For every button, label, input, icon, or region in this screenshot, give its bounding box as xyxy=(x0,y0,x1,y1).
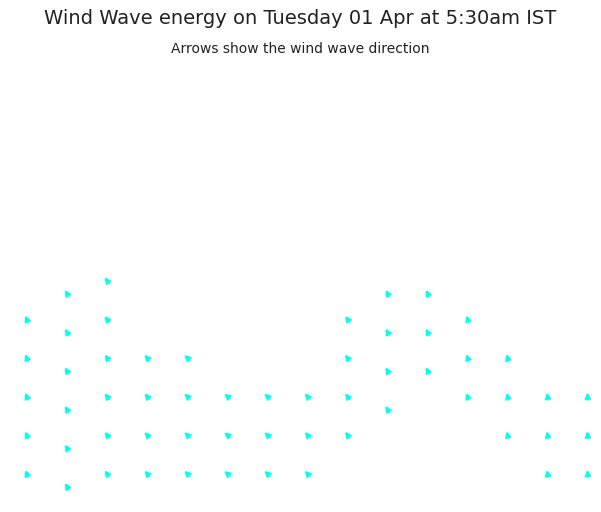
Text: Arrows show the wind wave direction: Arrows show the wind wave direction xyxy=(171,42,430,56)
Text: Wind Wave energy on Tuesday 01 Apr at 5:30am IST: Wind Wave energy on Tuesday 01 Apr at 5:… xyxy=(44,9,557,28)
